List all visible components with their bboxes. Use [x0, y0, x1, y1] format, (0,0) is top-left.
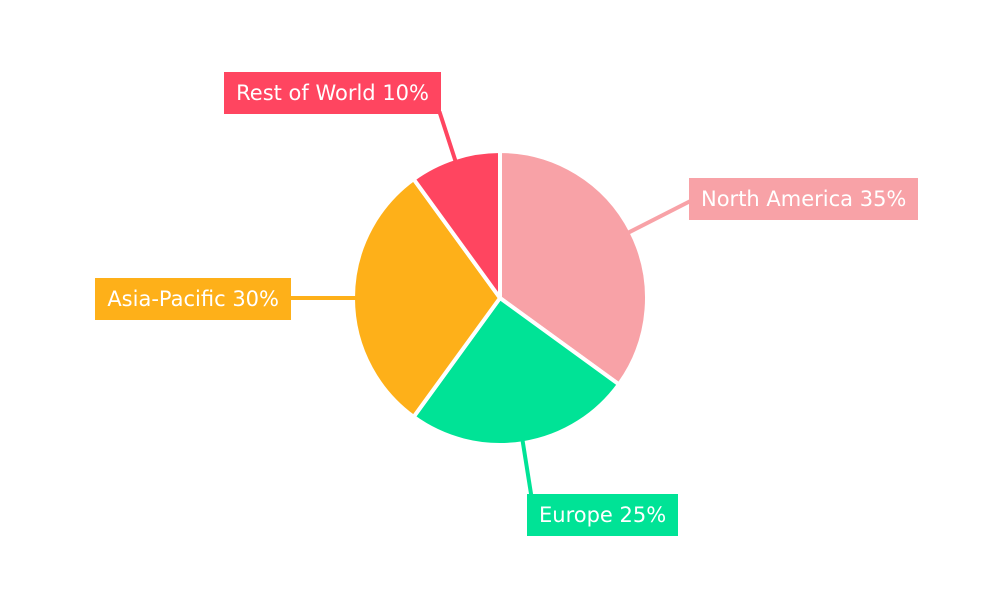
leader-line-rest-of-world — [437, 110, 459, 166]
callout-asia-pacific: Asia-Pacific 30% — [95, 278, 291, 320]
leader-line-north-america — [623, 199, 692, 237]
leader-line-europe — [519, 435, 534, 496]
callout-north-america: North America 35% — [689, 178, 919, 220]
callout-europe: Europe 25% — [527, 494, 679, 536]
leader-lines-group — [291, 110, 692, 496]
pie-slices-group — [350, 149, 649, 447]
callout-rest-of-world: Rest of World 10% — [224, 72, 441, 114]
